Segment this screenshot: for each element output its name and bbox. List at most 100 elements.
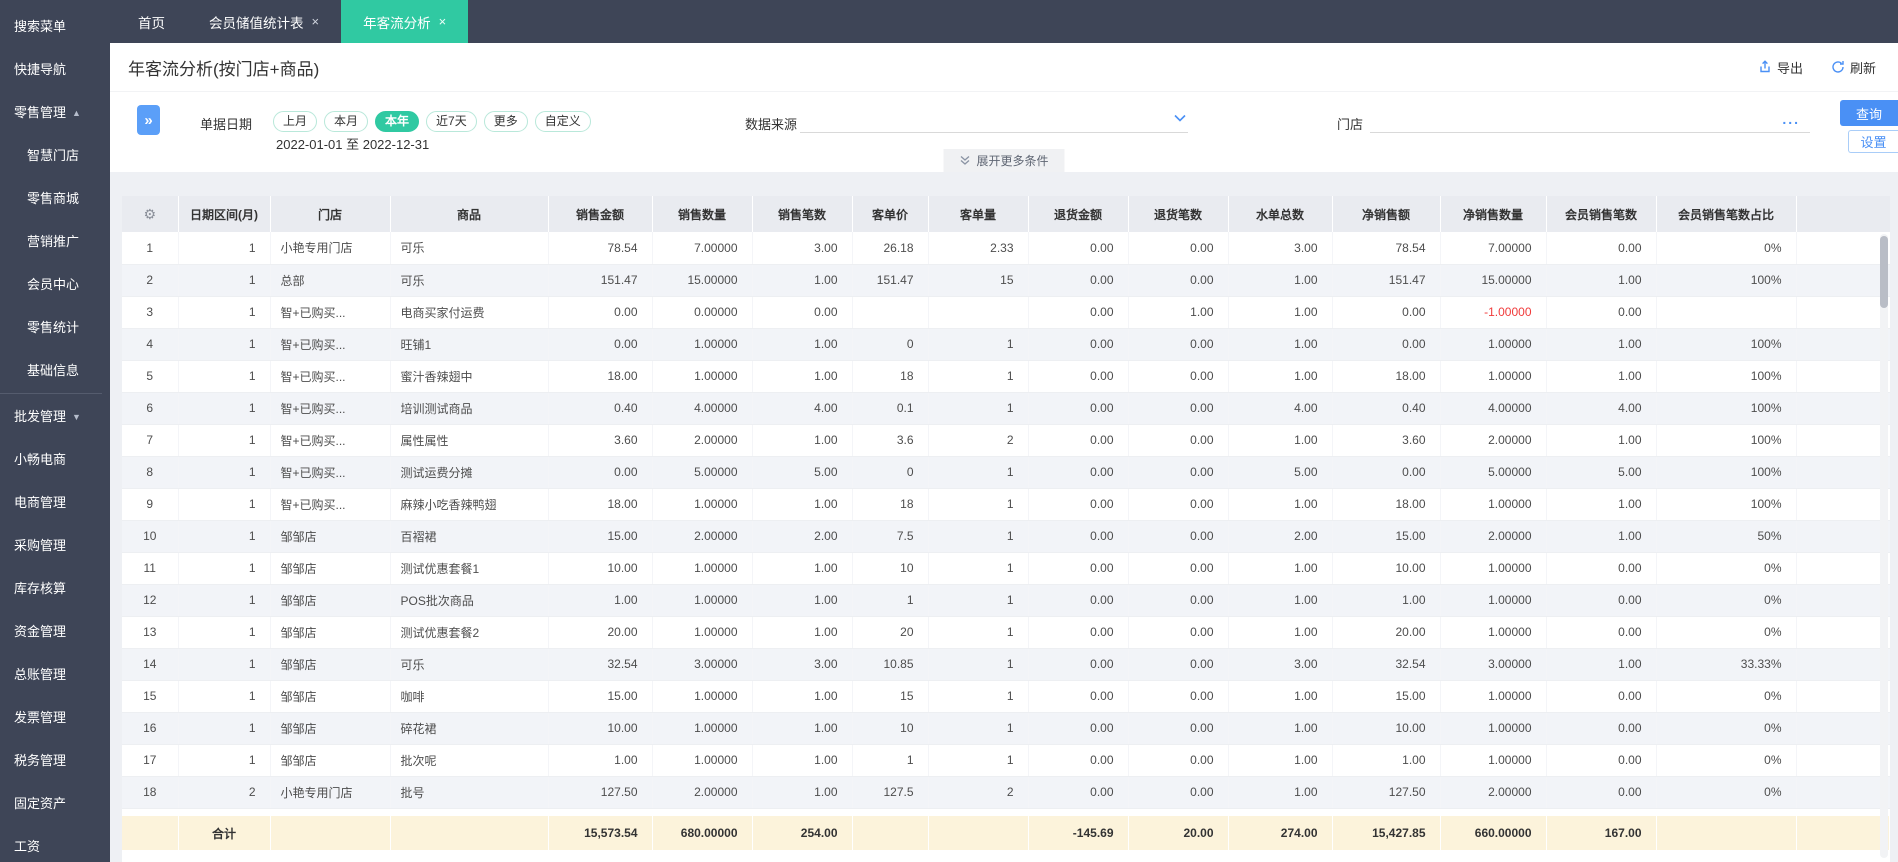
settings-button[interactable]: 设置 bbox=[1848, 130, 1898, 153]
query-button[interactable]: 查询 bbox=[1840, 100, 1898, 126]
table-cell: 151.47 bbox=[548, 264, 653, 297]
table-cell: 0% bbox=[1656, 744, 1797, 777]
date-range-value[interactable]: 2022-01-01 至 2022-12-31 bbox=[276, 137, 430, 152]
column-header-销售数量[interactable]: 销售数量 bbox=[652, 196, 753, 232]
column-header-门店[interactable]: 门店 bbox=[270, 196, 391, 232]
table-cell: 总部 bbox=[270, 264, 391, 297]
sidebar-item-固定资产[interactable]: 固定资产 bbox=[14, 796, 67, 811]
table-cell: 1 bbox=[928, 648, 1029, 681]
date-preset-近7天[interactable]: 近7天 bbox=[426, 111, 477, 132]
date-preset-本月[interactable]: 本月 bbox=[324, 111, 369, 132]
sidebar-item-会员中心[interactable]: 会员中心 bbox=[27, 277, 80, 292]
table-cell: 4.00 bbox=[1228, 392, 1333, 425]
table-cell: 1 bbox=[178, 488, 271, 521]
tab-会员储值统计表[interactable]: 会员储值统计表 × bbox=[209, 14, 320, 31]
gear-icon[interactable]: ⚙ bbox=[143, 205, 157, 222]
sidebar-item-快捷导航[interactable]: 快捷导航 bbox=[14, 62, 67, 77]
column-header-退货笔数[interactable]: 退货笔数 bbox=[1128, 196, 1229, 232]
close-icon[interactable]: × bbox=[311, 14, 320, 29]
table-row[interactable]: 6 1 智+已购买... 培训测试商品 0.40 4.00000 4.00 0.1 1 0.00 0… bbox=[122, 392, 1890, 425]
sidebar-item-小畅电商[interactable]: 小畅电商 bbox=[14, 452, 67, 467]
column-header-客单量[interactable]: 客单量 bbox=[928, 196, 1029, 232]
table-row[interactable]: 10 1 邹邹店 百褶裙 15.00 2.00000 2.00 7.5 1 0.00 0.00 2.0… bbox=[122, 520, 1890, 553]
column-header-销售笔数[interactable]: 销售笔数 bbox=[752, 196, 853, 232]
sidebar-item-搜索菜单[interactable]: 搜索菜单 bbox=[14, 19, 67, 34]
date-preset-更多[interactable]: 更多 bbox=[483, 111, 528, 132]
sidebar-item-采购管理[interactable]: 采购管理 bbox=[14, 538, 67, 553]
store-input[interactable]: ... bbox=[1370, 106, 1810, 133]
sidebar-item-库存核算[interactable]: 库存核算 bbox=[14, 581, 67, 596]
table-row[interactable]: 9 1 智+已购买... 麻辣小吃香辣鸭翅 18.00 1.00000 1.00 18 1 0.0… bbox=[122, 488, 1890, 521]
table-row[interactable]: 13 1 邹邹店 测试优惠套餐2 20.00 1.00000 1.00 20 1 0.00 0.00… bbox=[122, 616, 1890, 649]
table-row[interactable]: 2 1 总部 可乐 151.47 15.00000 1.00 151.47 15 0.00 0.00… bbox=[122, 264, 1890, 297]
table-cell: 1.00 bbox=[1228, 616, 1333, 649]
sidebar-item-零售管理[interactable]: 零售管理 ▲ bbox=[14, 105, 81, 120]
table-cell: 16 bbox=[122, 712, 179, 745]
table-row[interactable]: 17 1 邹邹店 批次呢 1.00 1.00000 1.00 1 1 0.00 0.00 1.00 1.… bbox=[122, 744, 1890, 777]
sidebar-item-资金管理[interactable]: 资金管理 bbox=[14, 624, 67, 639]
table-cell: 1.00 bbox=[752, 776, 853, 809]
table-cell: 1.00000 bbox=[652, 552, 753, 585]
table-row[interactable]: 18 2 小艳专用门店 批号 127.50 2.00000 1.00 127.5 2 0.00 0.… bbox=[122, 776, 1890, 809]
sidebar-item-发票管理[interactable]: 发票管理 bbox=[14, 710, 67, 725]
sidebar-item-工资[interactable]: 工资 bbox=[14, 839, 41, 854]
column-header-日期区间(月)[interactable]: 日期区间(月) bbox=[178, 196, 271, 232]
date-preset-本年[interactable]: 本年 bbox=[375, 111, 420, 132]
table-row[interactable]: 3 1 智+已购买... 电商买家付运费 0.00 0.00000 0.00 0.00 1.00… bbox=[122, 296, 1890, 329]
date-preset-上月[interactable]: 上月 bbox=[273, 111, 318, 132]
table-cell: 0.00 bbox=[1128, 328, 1229, 361]
column-header-会员销售笔数占比[interactable]: 会员销售笔数占比 bbox=[1656, 196, 1797, 232]
column-header-会员销售笔数[interactable]: 会员销售笔数 bbox=[1546, 196, 1657, 232]
sidebar-item-税务管理[interactable]: 税务管理 bbox=[14, 753, 67, 768]
table-cell: 15.00 bbox=[548, 520, 653, 553]
expand-more-conditions-button[interactable]: 展开更多条件 bbox=[943, 149, 1065, 172]
table-row[interactable]: 11 1 邹邹店 测试优惠套餐1 10.00 1.00000 1.00 10 1 0.00 0.00… bbox=[122, 552, 1890, 585]
column-header-水单总数[interactable]: 水单总数 bbox=[1228, 196, 1333, 232]
sidebar-item-营销推广[interactable]: 营销推广 bbox=[27, 234, 80, 249]
column-header-商品[interactable]: 商品 bbox=[390, 196, 549, 232]
column-header-退货金额[interactable]: 退货金额 bbox=[1028, 196, 1129, 232]
tab-首页[interactable]: 首页 bbox=[138, 15, 165, 31]
sidebar-item-批发管理[interactable]: 批发管理 ▼ bbox=[14, 409, 81, 424]
date-preset-自定义[interactable]: 自定义 bbox=[534, 111, 591, 132]
sidebar-item-零售商城[interactable]: 零售商城 bbox=[27, 191, 80, 206]
table-cell: 2.00000 bbox=[652, 776, 753, 809]
sidebar-item-零售统计[interactable]: 零售统计 bbox=[27, 320, 80, 335]
table-row[interactable]: 15 1 邹邹店 咖啡 15.00 1.00000 1.00 15 1 0.00 0.00 1.00 1… bbox=[122, 680, 1890, 713]
sidebar-item-电商管理[interactable]: 电商管理 bbox=[14, 495, 67, 510]
export-button[interactable]: 导出 bbox=[1758, 58, 1803, 77]
source-select[interactable] bbox=[800, 106, 1188, 133]
table-cell: 20.00 bbox=[548, 616, 653, 649]
table-row[interactable]: 8 1 智+已购买... 测试运费分摊 0.00 5.00000 5.00 0 1 0.00 0.0… bbox=[122, 456, 1890, 489]
table-cell: 1.00000 bbox=[652, 680, 753, 713]
column-header-filler[interactable] bbox=[1796, 196, 1890, 232]
column-header-客单价[interactable]: 客单价 bbox=[852, 196, 929, 232]
table-cell: 1 bbox=[852, 744, 929, 777]
table-row[interactable]: 1 1 小艳专用门店 可乐 78.54 7.00000 3.00 26.18 2.33 0.00 0… bbox=[122, 232, 1890, 265]
column-header-净销售额[interactable]: 净销售额 bbox=[1332, 196, 1441, 232]
table-row[interactable]: 4 1 智+已购买... 旺铺1 0.00 1.00000 1.00 0 1 0.00 0.00 1.… bbox=[122, 328, 1890, 361]
refresh-button[interactable]: 刷新 bbox=[1831, 58, 1876, 77]
collapse-filter-button[interactable]: » bbox=[137, 105, 160, 135]
table-row[interactable]: 12 1 邹邹店 POS批次商品 1.00 1.00000 1.00 1 1 0.00 0.00 1.… bbox=[122, 584, 1890, 617]
column-header-销售金额[interactable]: 销售金额 bbox=[548, 196, 653, 232]
close-icon[interactable]: × bbox=[438, 14, 447, 29]
table-row[interactable]: 7 1 智+已购买... 属性属性 3.60 2.00000 1.00 3.6 2 0.00 0.0… bbox=[122, 424, 1890, 457]
sidebar-item-基础信息[interactable]: 基础信息 bbox=[27, 363, 80, 378]
table-row[interactable]: 14 1 邹邹店 可乐 32.54 3.00000 3.00 10.85 1 0.00 0.00 3.… bbox=[122, 648, 1890, 681]
table-cell bbox=[1796, 232, 1890, 265]
table-cell: 3.00 bbox=[752, 648, 853, 681]
sidebar-item-总账管理[interactable]: 总账管理 bbox=[14, 667, 67, 682]
sidebar-item-智慧门店[interactable]: 智慧门店 bbox=[27, 148, 80, 163]
more-options-button[interactable]: ... bbox=[1782, 111, 1800, 127]
table-cell: 1 bbox=[928, 584, 1029, 617]
table-cell: 4 bbox=[122, 328, 179, 361]
table-cell bbox=[1796, 520, 1890, 553]
table-cell: 0.00000 bbox=[652, 296, 753, 329]
table-row[interactable]: 16 1 邹邹店 碎花裙 10.00 1.00000 1.00 10 1 0.00 0.00 1.00… bbox=[122, 712, 1890, 745]
tab-年客流分析[interactable]: 年客流分析 × bbox=[341, 0, 469, 43]
column-settings-header[interactable]: ⚙ bbox=[122, 196, 179, 232]
column-header-净销售数量[interactable]: 净销售数量 bbox=[1440, 196, 1547, 232]
table-row[interactable]: 5 1 智+已购买... 蜜汁香辣翅中 18.00 1.00000 1.00 18 1 0.00 0… bbox=[122, 360, 1890, 393]
scrollbar-thumb[interactable] bbox=[1880, 236, 1888, 308]
